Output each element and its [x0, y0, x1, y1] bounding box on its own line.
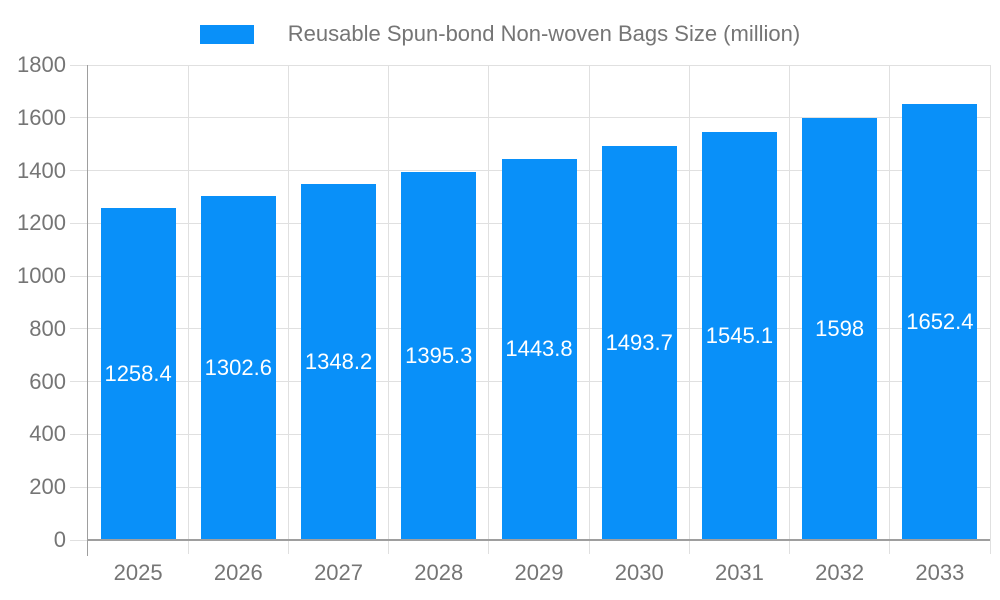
y-tick: [70, 433, 88, 435]
y-axis-label: 1800: [17, 52, 66, 77]
y-tick: [70, 328, 88, 330]
bar[interactable]: 1395.3: [401, 171, 477, 540]
bar[interactable]: 1652.4: [902, 103, 978, 540]
y-tick: [70, 222, 88, 224]
y-gridline: [88, 64, 990, 66]
y-axis-line: [87, 65, 88, 556]
x-gridline: [688, 65, 690, 554]
x-gridline: [187, 65, 189, 554]
y-gridline: [88, 117, 990, 119]
x-axis-label: 2026: [213, 560, 263, 585]
y-axis-label: 1400: [17, 157, 66, 183]
bar[interactable]: 1443.8: [501, 158, 577, 540]
x-axis-label: 2030: [614, 560, 664, 585]
x-gridline: [588, 65, 590, 554]
bar[interactable]: 1258.4: [100, 207, 176, 540]
bar-value-label: 1652.4: [906, 308, 974, 334]
y-axis-label: 200: [29, 474, 66, 500]
y-axis-label: 800: [29, 315, 66, 341]
bar-value-label: 1302.6: [204, 355, 272, 381]
x-axis-label: 2028: [414, 560, 464, 585]
chart-legend: Reusable Spun-bond Non-woven Bags Size (…: [0, 16, 1000, 52]
y-axis-label: 400: [29, 421, 66, 447]
bar[interactable]: 1302.6: [200, 196, 276, 540]
chart-title: Reusable Spun-bond Non-woven Bags Size (…: [287, 21, 801, 46]
bar[interactable]: 1545.1: [701, 132, 777, 540]
y-axis-label: 1000: [17, 263, 66, 289]
x-gridline: [488, 65, 490, 554]
y-tick: [70, 539, 88, 541]
x-axis-label: 2029: [514, 560, 564, 585]
bar[interactable]: 1493.7: [601, 145, 677, 540]
x-gridline: [388, 65, 390, 554]
y-axis-label: 600: [29, 368, 66, 394]
y-tick: [70, 64, 88, 66]
y-tick: [70, 275, 88, 277]
y-axis-label: 1200: [17, 210, 66, 236]
x-axis-label: 2025: [113, 560, 163, 585]
bar-value-label: 1598: [815, 316, 865, 342]
x-gridline: [789, 65, 791, 554]
y-tick: [70, 381, 88, 383]
x-gridline: [889, 65, 891, 554]
x-axis-label: 2027: [314, 560, 364, 585]
x-axis-line: [87, 539, 990, 541]
y-tick: [70, 486, 88, 488]
x-axis-label: 2033: [915, 560, 965, 585]
y-tick: [70, 117, 88, 119]
bar[interactable]: 1348.2: [301, 184, 377, 540]
x-gridline: [989, 65, 991, 554]
x-gridline: [287, 65, 289, 554]
legend-swatch: [199, 24, 254, 44]
y-tick: [70, 170, 88, 172]
y-axis-label: 1600: [17, 104, 66, 130]
y-axis-label: 0: [53, 527, 66, 552]
x-axis-label: 2032: [815, 560, 865, 585]
x-axis-label: 2031: [714, 560, 764, 585]
bar-value-label: 1348.2: [304, 349, 373, 375]
bar-value-label: 1395.3: [405, 342, 473, 368]
bar-value-label: 1493.7: [605, 329, 673, 355]
bar[interactable]: 1598: [802, 118, 878, 540]
bar-value-label: 1545.1: [705, 323, 774, 349]
bar-value-label: 1258.4: [104, 360, 172, 386]
legend-item[interactable]: Reusable Spun-bond Non-woven Bags Size (…: [199, 21, 801, 47]
bar-value-label: 1443.8: [505, 336, 573, 362]
